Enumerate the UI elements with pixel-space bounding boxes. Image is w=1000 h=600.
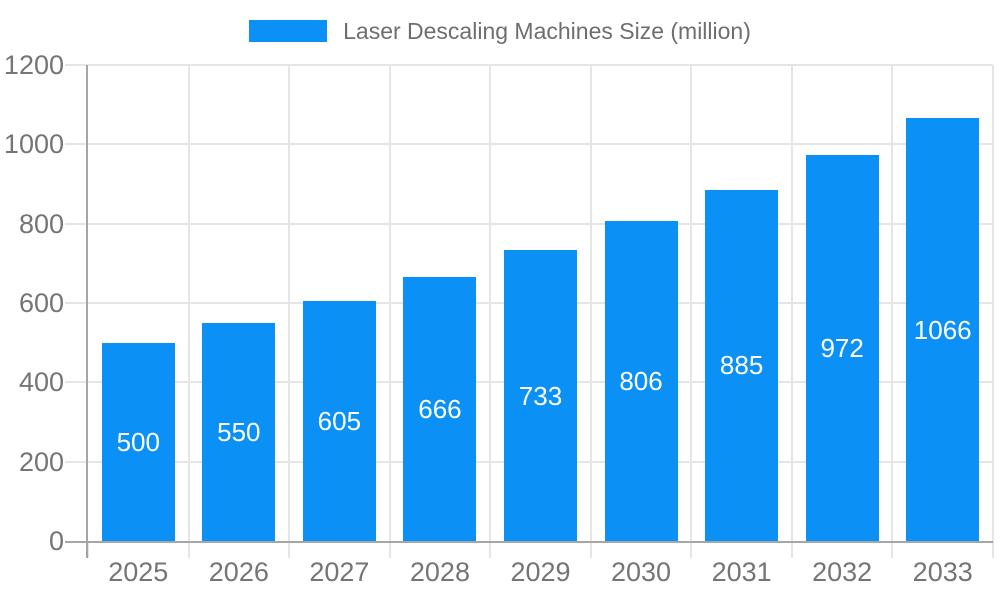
y-tick <box>65 381 88 384</box>
y-tick <box>65 302 88 304</box>
y-axis-label: 1000 <box>3 129 64 160</box>
bar[interactable] <box>202 322 276 541</box>
x-tick <box>489 541 492 558</box>
x-axis-label: 2025 <box>108 557 169 587</box>
x-tick <box>790 541 793 558</box>
legend-label: Laser Descaling Machines Size (million) <box>343 18 751 44</box>
bar-value-label: 605 <box>317 406 362 436</box>
x-tick <box>87 541 89 558</box>
bar[interactable] <box>705 189 779 541</box>
x-axis-label: 2027 <box>309 557 370 587</box>
x-tick <box>992 541 994 558</box>
x-tick <box>891 541 894 558</box>
bar[interactable] <box>504 250 577 541</box>
bar-value-label: 500 <box>116 426 160 457</box>
x-tick <box>690 541 693 558</box>
gridline-h <box>88 222 993 225</box>
bar-value-label: 550 <box>217 416 261 447</box>
y-axis-line <box>86 65 88 558</box>
bar-value-label: 666 <box>418 393 462 424</box>
x-axis-line <box>65 541 993 543</box>
legend-swatch-icon <box>249 20 328 42</box>
x-axis-label: 2030 <box>611 557 672 587</box>
gridline-h <box>88 143 993 146</box>
bar[interactable] <box>604 221 678 541</box>
x-axis-label: 2031 <box>711 557 772 587</box>
x-axis-label: 2026 <box>208 557 269 587</box>
bar-value-label: 972 <box>820 333 864 364</box>
y-tick <box>65 143 88 146</box>
bar-value-label: 733 <box>518 380 563 411</box>
y-tick <box>65 460 88 463</box>
x-tick <box>388 541 391 558</box>
x-tick <box>187 541 190 558</box>
x-tick <box>288 541 291 558</box>
legend-item[interactable]: Laser Descaling Machines Size (million) <box>249 18 751 44</box>
y-axis-label: 600 <box>18 288 64 318</box>
bar-value-label: 806 <box>619 366 663 397</box>
bar[interactable] <box>906 118 980 541</box>
y-tick <box>65 64 88 66</box>
y-axis-label: 0 <box>48 526 64 556</box>
x-axis-label: 2033 <box>912 557 973 587</box>
x-axis-label: 2029 <box>510 557 571 587</box>
x-axis-label: 2028 <box>409 557 470 587</box>
x-axis-label: 2032 <box>812 557 873 587</box>
y-tick <box>65 222 88 225</box>
y-axis-label: 400 <box>18 367 64 398</box>
x-tick <box>589 541 592 558</box>
bar-value-label: 1066 <box>913 314 972 345</box>
bar-value-label: 885 <box>719 350 764 381</box>
gridline-v <box>992 65 994 541</box>
y-axis-label: 200 <box>18 446 64 477</box>
bar[interactable] <box>101 342 175 541</box>
gridline-h <box>88 64 993 66</box>
bar[interactable] <box>805 155 879 541</box>
bar[interactable] <box>302 301 376 541</box>
y-axis-label: 1200 <box>3 50 64 80</box>
legend: Laser Descaling Machines Size (million) <box>0 18 1000 44</box>
y-axis-label: 800 <box>18 208 64 239</box>
bar[interactable] <box>403 276 477 541</box>
